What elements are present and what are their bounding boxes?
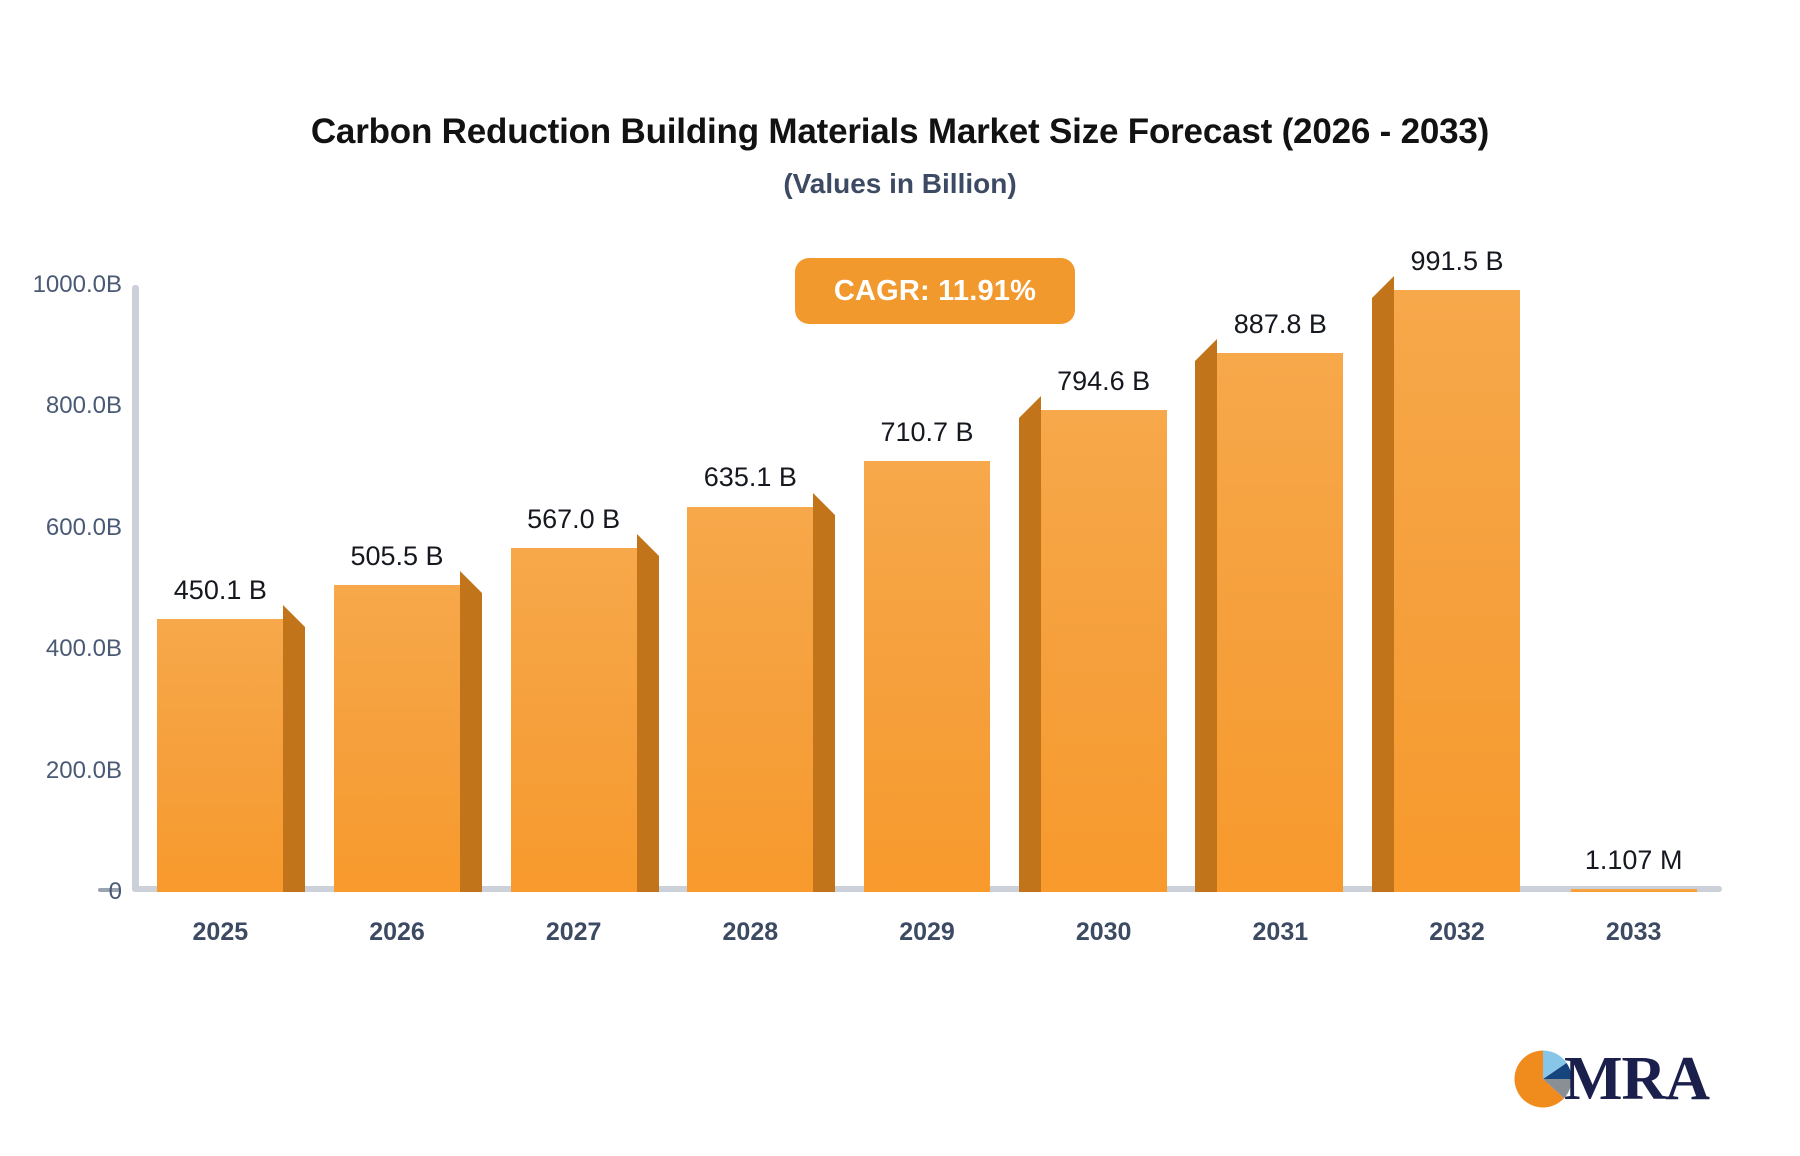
bar-side-cap — [1371, 276, 1394, 299]
x-axis-tick-label: 2027 — [545, 918, 602, 946]
brand-wordmark: MRA — [1564, 1045, 1710, 1113]
x-axis-tick-label: 2032 — [1429, 918, 1485, 946]
x-axis-tick-label: 2026 — [369, 918, 425, 946]
bar-value-label: 991.5 B — [1410, 246, 1504, 277]
bar[interactable] — [1040, 409, 1167, 892]
x-axis-tick-label: 2033 — [1605, 918, 1662, 946]
bar-side-cap — [1195, 339, 1218, 362]
y-axis-tick-label: 600.0B — [45, 513, 122, 541]
chart-subtitle: (Values in Billion) — [783, 168, 1017, 199]
bar-value-label: 450.1 B — [173, 574, 267, 605]
bar[interactable] — [687, 506, 814, 892]
bar-group — [662, 285, 839, 892]
bar-side-face — [283, 626, 306, 892]
bar-side-cap — [636, 533, 659, 556]
bar-side-face — [459, 593, 482, 892]
bar-group — [1369, 276, 1546, 892]
bar-group — [309, 285, 486, 892]
bar-group — [485, 285, 662, 892]
bar-side-face — [1371, 298, 1394, 892]
x-axis-tick-label: 2025 — [192, 918, 249, 946]
bar-side-cap — [459, 571, 482, 594]
bar-side-face — [813, 514, 836, 892]
bar-side-face — [636, 555, 659, 892]
y-axis-tick-label: 800.0B — [45, 392, 122, 420]
page-title: Carbon Reduction Building Materials Mark… — [310, 112, 1490, 151]
y-axis-tick-labels: 1000.0B 800.0B 600.0B 400.0B 200.0B 0 — [0, 0, 122, 1156]
bar[interactable] — [1393, 290, 1520, 892]
bar-value-label: 710.7 B — [880, 416, 974, 447]
brand-logo: MRA — [1512, 1040, 1722, 1118]
bar-group — [1545, 285, 1722, 892]
pie-chart-icon — [1514, 1050, 1572, 1108]
bar-value-label: 567.0 B — [527, 503, 621, 534]
cagr-badge: CAGR: 11.91% — [795, 258, 1075, 324]
x-axis-tick-label: 2028 — [722, 918, 779, 946]
y-axis-tick-label: 400.0B — [45, 635, 122, 663]
bar-side-cap — [813, 492, 836, 515]
x-axis-tick-label: 2030 — [1075, 918, 1132, 946]
x-axis-tick-label: 2031 — [1252, 918, 1309, 946]
bar-side-face — [1195, 361, 1218, 892]
bar-group — [1192, 285, 1369, 892]
y-axis-zero-tick — [98, 888, 120, 892]
y-axis-tick-label: 0 — [108, 878, 122, 905]
bar[interactable] — [1217, 353, 1344, 892]
bar[interactable] — [333, 585, 460, 892]
bar-group — [839, 285, 1016, 892]
y-axis-tick-label: 200.0B — [45, 756, 122, 784]
bar-value-label: 794.6 B — [1057, 365, 1151, 396]
bar-value-label: 505.5 B — [350, 541, 444, 572]
bar[interactable] — [510, 547, 637, 892]
y-axis-line — [132, 285, 139, 892]
bar-chart-plot-area — [132, 276, 1722, 892]
bar-group — [1015, 285, 1192, 892]
bar[interactable] — [157, 618, 284, 892]
bar-side-cap — [283, 604, 306, 627]
bar-value-label: 1.107 M — [1584, 845, 1683, 875]
bar-group — [132, 285, 309, 892]
bar-value-label: 887.8 B — [1233, 309, 1327, 340]
bar-value-label: 635.1 B — [703, 462, 797, 493]
y-axis-tick-label: 1000.0B — [32, 271, 122, 298]
bar[interactable] — [1570, 889, 1697, 892]
bar-side-cap — [1018, 395, 1041, 418]
bar-side-face — [1018, 417, 1041, 892]
bar[interactable] — [863, 460, 990, 892]
x-axis-tick-label: 2029 — [899, 918, 955, 946]
